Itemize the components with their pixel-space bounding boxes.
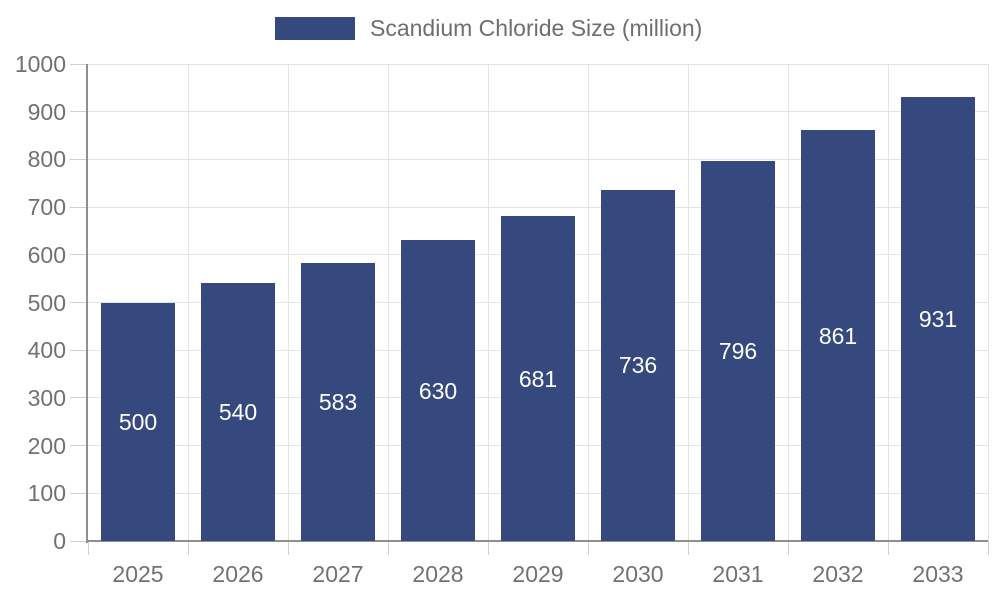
y-axis-tick (70, 158, 88, 160)
x-axis-tick (388, 541, 389, 555)
x-axis-tick-label: 2032 (812, 561, 864, 587)
bar-value-label: 583 (318, 388, 358, 415)
y-axis-tick-label: 1000 (14, 51, 66, 77)
grid-line-horizontal (88, 158, 988, 160)
y-axis-tick-label: 200 (27, 432, 66, 459)
y-axis-tick-label: 0 (53, 528, 66, 554)
y-axis-tick (70, 540, 88, 542)
x-axis-tick (488, 541, 489, 555)
x-axis-tick-label: 2031 (712, 561, 764, 587)
y-axis-tick-label: 700 (27, 194, 66, 221)
bar-2029[interactable] (501, 216, 575, 541)
grid-line-vertical (488, 64, 489, 541)
bar-value-label: 630 (418, 377, 458, 404)
grid-line-vertical (988, 64, 989, 541)
grid-line-vertical (588, 64, 589, 541)
y-axis-tick (70, 349, 88, 351)
x-axis-tick-label: 2027 (312, 561, 364, 587)
bar-2027[interactable] (301, 262, 375, 541)
grid-line-vertical (788, 64, 789, 541)
x-axis-tick-label: 2033 (912, 561, 964, 587)
bar-2030[interactable] (601, 189, 675, 541)
y-axis-tick-label: 800 (27, 146, 66, 173)
grid-line-vertical (188, 64, 189, 541)
bar-2031[interactable] (701, 161, 775, 541)
x-axis-line (86, 540, 988, 542)
y-axis-tick (70, 63, 88, 65)
y-axis-tick-label: 100 (27, 480, 66, 507)
y-axis-tick-label: 300 (27, 384, 66, 411)
legend[interactable]: Scandium Chloride Size (million) (275, 15, 702, 42)
bar-2033[interactable] (901, 96, 975, 541)
x-axis-tick (288, 541, 289, 555)
bar-2028[interactable] (401, 240, 475, 541)
x-axis-tick (688, 541, 689, 555)
x-axis-tick (988, 541, 989, 555)
x-axis-tick-label: 2030 (612, 561, 664, 587)
bar-value-label: 540 (218, 399, 258, 426)
x-axis-tick (588, 541, 589, 555)
grid-line-horizontal (88, 63, 988, 65)
y-axis-tick (70, 206, 88, 208)
grid-line-vertical (388, 64, 389, 541)
x-axis-tick-label: 2026 (212, 561, 264, 587)
x-axis-tick (788, 541, 789, 555)
x-axis-tick-label: 2025 (112, 561, 164, 587)
grid-line-horizontal (88, 206, 988, 208)
legend-swatch (275, 17, 355, 40)
bar-value-label: 500 (118, 408, 158, 435)
y-axis-tick (70, 254, 88, 256)
y-axis-tick-label: 500 (27, 289, 66, 316)
bar-value-label: 796 (718, 338, 758, 365)
y-axis-tick (70, 397, 88, 399)
bar-value-label: 681 (518, 365, 558, 392)
x-axis-tick-label: 2028 (412, 561, 464, 587)
x-axis-tick (888, 541, 889, 555)
y-axis-tick-label: 900 (27, 98, 66, 125)
legend-label: Scandium Chloride Size (million) (370, 15, 703, 41)
bar-2026[interactable] (201, 283, 275, 541)
y-axis-tick-label: 600 (27, 241, 66, 268)
y-axis-line (86, 64, 88, 543)
bar-value-label: 861 (818, 322, 858, 349)
grid-line-vertical (688, 64, 689, 541)
bar-value-label: 931 (918, 305, 958, 332)
y-axis-tick (70, 111, 88, 113)
y-axis-tick (70, 302, 88, 303)
bar-2032[interactable] (801, 130, 875, 541)
x-axis-tick (188, 541, 189, 555)
y-axis-tick (70, 445, 88, 447)
x-axis-tick-label: 2029 (512, 561, 564, 587)
grid-line-vertical (288, 64, 289, 541)
bar-value-label: 736 (618, 352, 658, 379)
grid-line-horizontal (88, 111, 988, 113)
y-axis-tick-label: 400 (27, 337, 66, 364)
x-axis-tick (88, 541, 89, 555)
grid-line-vertical (888, 64, 889, 541)
y-axis-tick (70, 492, 88, 494)
bar-2025[interactable] (101, 302, 175, 541)
